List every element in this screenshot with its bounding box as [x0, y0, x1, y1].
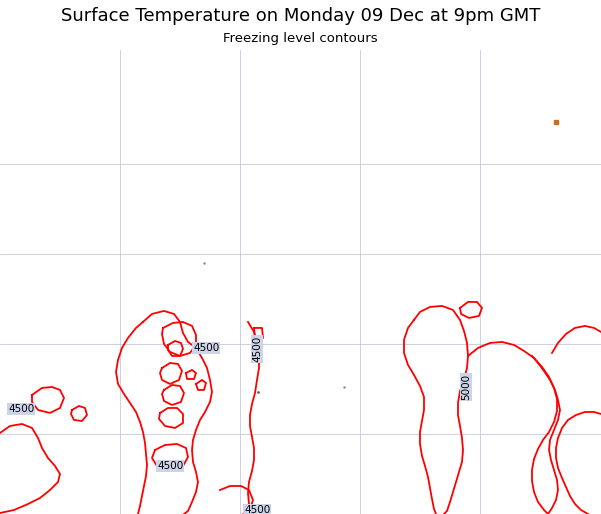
Text: 4500: 4500	[193, 343, 219, 353]
Text: Freezing level contours: Freezing level contours	[223, 32, 378, 45]
Text: 4500: 4500	[8, 404, 34, 414]
Text: 4500: 4500	[157, 461, 183, 471]
Text: Surface Temperature on Monday 09 Dec at 9pm GMT: Surface Temperature on Monday 09 Dec at …	[61, 7, 540, 25]
Text: 4500: 4500	[244, 505, 270, 514]
Text: 4500: 4500	[252, 336, 262, 362]
Text: 5000: 5000	[461, 374, 471, 400]
